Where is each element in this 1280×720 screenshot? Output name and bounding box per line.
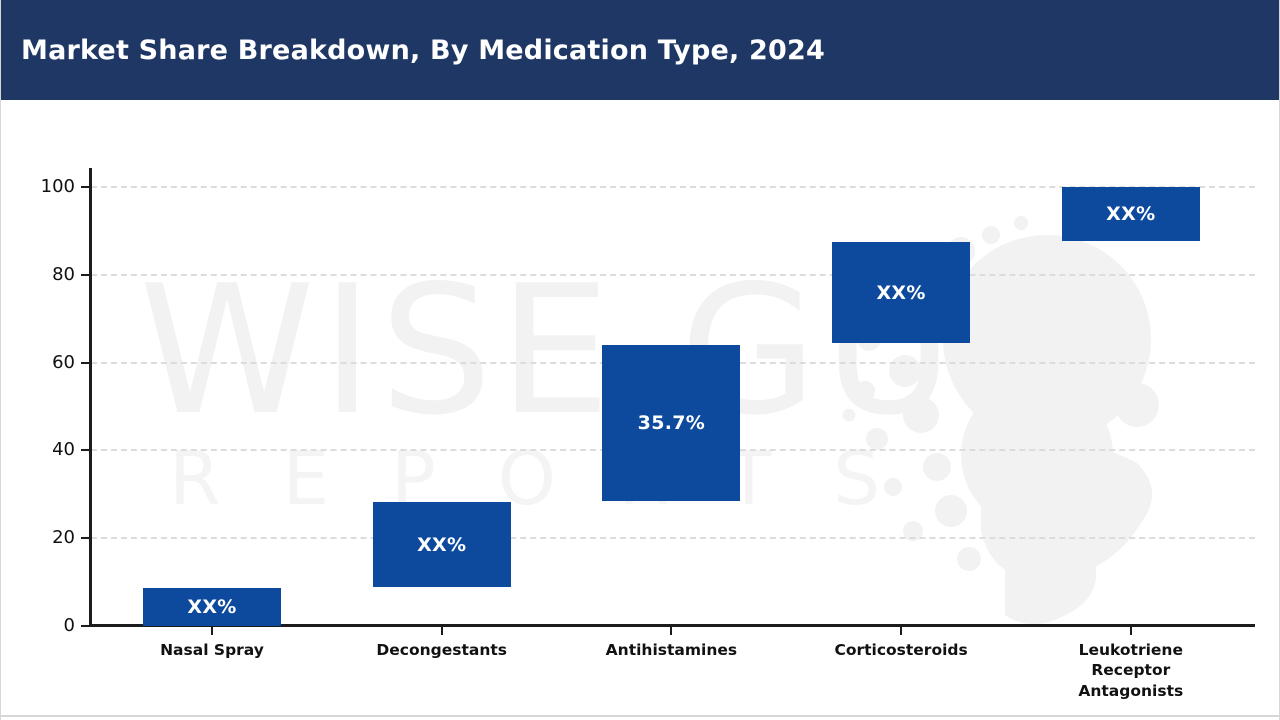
bar-nasal-spray: XX% [143, 587, 281, 626]
header: Market Share Breakdown, By Medication Ty… [1, 0, 1279, 100]
x-axis-line [89, 624, 1255, 627]
y-tick-20 [81, 537, 90, 540]
watermark-head-icon [841, 216, 1159, 625]
bar-decongestants: XX% [372, 502, 511, 587]
y-tick-0 [81, 625, 90, 627]
watermark-subtext: REPORTS [169, 436, 943, 522]
y-tick-label-60: 60 [52, 351, 75, 373]
x-tick-4 [1129, 627, 1132, 635]
bar-value-label: 35.7% [637, 411, 706, 434]
bar-corticosteroids: XX% [832, 242, 971, 344]
y-tick-label-80: 80 [52, 263, 75, 285]
y-tick-label-40: 40 [52, 439, 75, 461]
x-category-label: Decongestants [376, 641, 507, 659]
y-tick-60 [81, 361, 90, 364]
bar-value-label: XX% [876, 281, 926, 304]
y-tick-label-20: 20 [52, 527, 75, 549]
x-category-label: Nasal Spray [160, 641, 264, 659]
x-tick-3 [900, 627, 903, 635]
x-category-label: Leukotriene Receptor Antagonists [1078, 641, 1184, 700]
x-category-label: Corticosteroids [834, 641, 968, 659]
chart-title: Market Share Breakdown, By Medication Ty… [21, 34, 826, 66]
x-tick-2 [670, 627, 673, 635]
gridline-y-80 [91, 273, 1255, 276]
bar-value-label: XX% [417, 533, 467, 556]
x-tick-1 [440, 627, 443, 635]
bar-antihistamines: 35.7% [602, 344, 741, 502]
y-tick-40 [81, 449, 90, 452]
bar-value-label: XX% [1106, 203, 1156, 226]
x-tick-0 [211, 627, 213, 635]
y-tick-label-0: 0 [63, 615, 75, 636]
bar-value-label: XX% [187, 595, 237, 618]
gridline-y-20 [91, 537, 1255, 540]
y-tick-80 [81, 273, 90, 276]
y-tick-label-100: 100 [40, 176, 75, 197]
y-tick-100 [81, 186, 90, 188]
x-category-label: Antihistamines [605, 641, 738, 659]
y-axis-line [89, 168, 92, 627]
bar-leukotriene-receptor-antagonists: XX% [1061, 187, 1200, 242]
frame-bottom-border [1, 715, 1279, 717]
gridline-y-100 [91, 186, 1255, 188]
